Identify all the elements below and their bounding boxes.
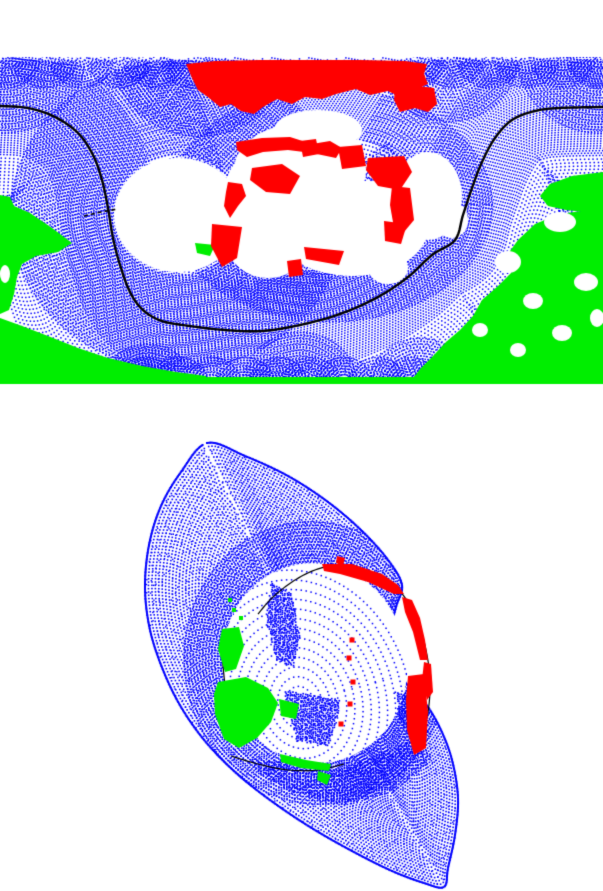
figure-canvas (0, 0, 603, 891)
two-panel-figure (0, 0, 603, 891)
